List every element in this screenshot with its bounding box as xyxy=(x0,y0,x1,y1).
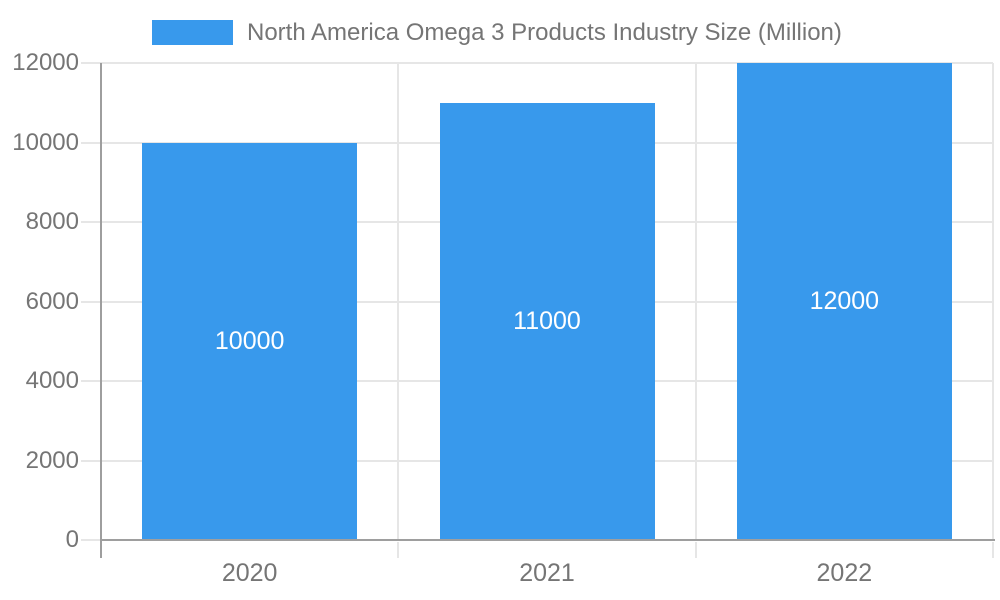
x-axis-line xyxy=(101,539,995,541)
y-axis-label: 0 xyxy=(65,526,79,553)
y-axis-label: 4000 xyxy=(25,367,79,394)
y-axis-label: 2000 xyxy=(25,446,79,474)
x-axis-label: 2020 xyxy=(221,559,278,587)
category-boundary-gridline xyxy=(397,63,400,540)
x-axis-label: 2022 xyxy=(816,559,873,587)
y-tick xyxy=(81,62,101,64)
y-axis-label: 10000 xyxy=(12,128,79,156)
x-tick xyxy=(992,542,994,558)
y-axis-label: 8000 xyxy=(25,208,79,235)
x-tick xyxy=(397,542,400,558)
y-axis-label: 6000 xyxy=(25,287,79,315)
y-tick xyxy=(81,300,101,303)
category-boundary-gridline xyxy=(992,63,994,540)
y-tick xyxy=(81,141,101,144)
x-axis-label: 2021 xyxy=(519,559,575,587)
y-tick xyxy=(81,221,101,223)
legend[interactable]: North America Omega 3 Products Industry … xyxy=(152,20,842,45)
bar-2020[interactable]: 10000 xyxy=(142,142,358,540)
bar-value-label: 12000 xyxy=(809,287,880,315)
bar-2021[interactable]: 11000 xyxy=(439,102,655,540)
bar-2022[interactable]: 12000 xyxy=(736,63,952,540)
legend-swatch xyxy=(152,20,233,45)
x-tick xyxy=(694,542,697,558)
bar-value-label: 10000 xyxy=(214,326,285,355)
y-axis-label: 12000 xyxy=(12,49,79,76)
y-gridline xyxy=(101,62,993,64)
category-boundary-gridline xyxy=(694,63,697,540)
y-tick xyxy=(81,380,101,382)
y-tick xyxy=(81,459,101,462)
y-tick xyxy=(81,539,101,541)
y-axis-line xyxy=(100,63,102,558)
bar-value-label: 11000 xyxy=(513,306,581,335)
legend-label: North America Omega 3 Products Industry … xyxy=(247,19,842,46)
